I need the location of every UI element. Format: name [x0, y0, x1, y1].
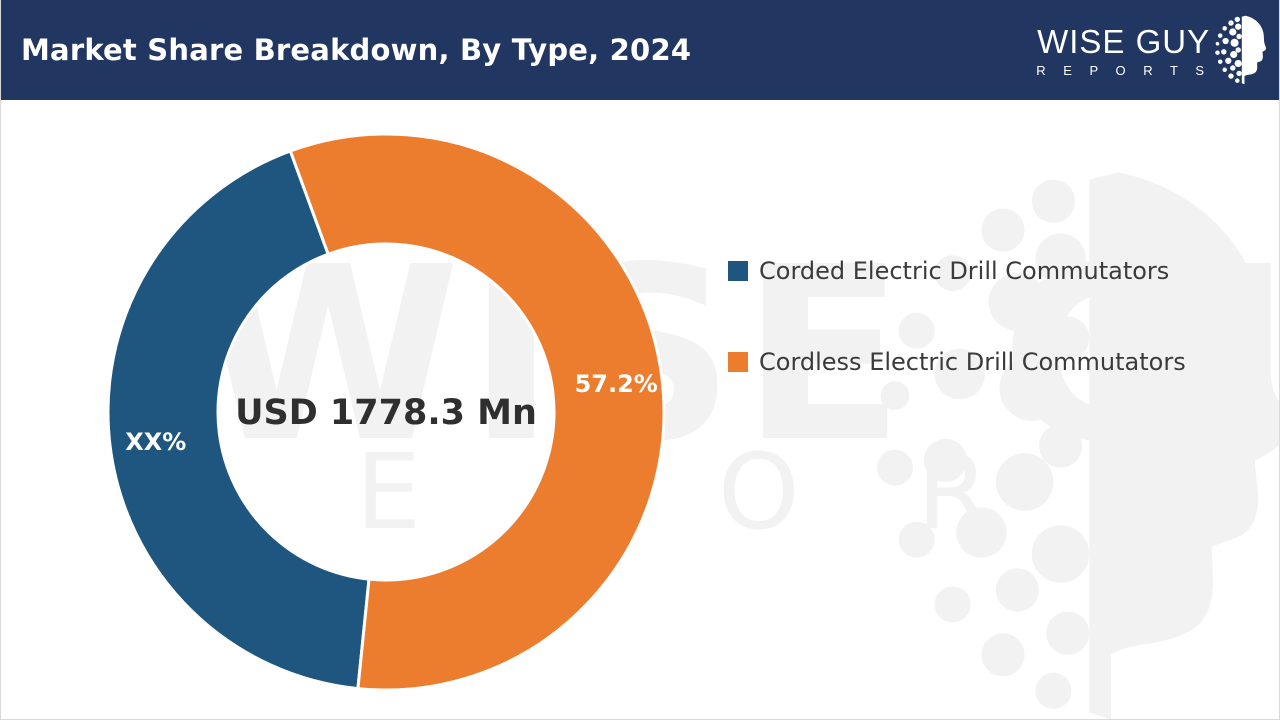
legend-label-corded: Corded Electric Drill Commutators [759, 257, 1170, 285]
header-bar: Market Share Breakdown, By Type, 2024 WI… [1, 0, 1279, 100]
page-title: Market Share Breakdown, By Type, 2024 [21, 33, 692, 67]
legend-item-cordless: Cordless Electric Drill Commutators [728, 347, 1186, 377]
brand-name: WISE GUY [1037, 22, 1211, 60]
chart-legend: Corded Electric Drill Commutators Cordle… [728, 256, 1186, 377]
slice-percentage-label: XX% [125, 428, 186, 456]
donut-slice [288, 132, 666, 692]
legend-swatch-cordless [728, 352, 748, 372]
donut-chart: XX% 57.2% USD 1778.3 Mn [106, 132, 666, 692]
brand-subtitle: R E P O R T S [1036, 62, 1211, 78]
legend-swatch-corded [728, 261, 748, 281]
brand-logo-text: WISE GUY R E P O R T S [1036, 23, 1211, 78]
dotted-head-profile-icon [1215, 15, 1267, 85]
brand-logo: WISE GUY R E P O R T S [1036, 6, 1267, 94]
legend-item-corded: Corded Electric Drill Commutators [728, 256, 1186, 286]
donut-slice [106, 149, 371, 691]
slice-percentage-label: 57.2% [575, 370, 658, 398]
watermark-face-icon [877, 172, 1279, 719]
donut-center-value: USD 1778.3 Mn [235, 393, 537, 433]
legend-label-cordless: Cordless Electric Drill Commutators [759, 348, 1186, 376]
